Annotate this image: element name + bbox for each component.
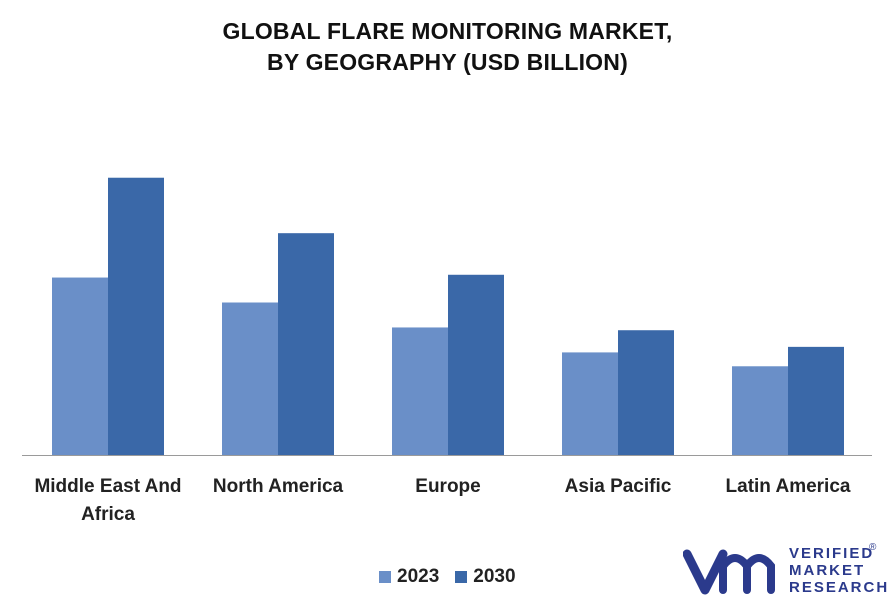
logo-line3: RESEARCH — [789, 579, 890, 596]
category-label-middle-east-and-africa: Middle East And Africa — [34, 476, 181, 525]
bar-2030-europe — [448, 274, 504, 455]
legend: 2023 2030 — [379, 566, 516, 588]
bar-2023-north-america — [222, 302, 278, 455]
category-label-latin-america: Latin America — [726, 476, 851, 497]
legend-label-2030: 2030 — [473, 566, 516, 587]
chart-title-line2: BY GEOGRAPHY (USD BILLION) — [267, 49, 628, 75]
vmr-logo: VERIFIED MARKET RESEARCH ® — [682, 542, 887, 598]
logo-line1: VERIFIED — [789, 545, 875, 562]
chart-title-line1: GLOBAL FLARE MONITORING MARKET, — [222, 18, 673, 44]
bar-2030-latin-america — [788, 346, 844, 455]
vmr-logo-text: VERIFIED MARKET RESEARCH — [789, 546, 889, 595]
bars-group — [52, 177, 844, 455]
registered-mark: ® — [869, 542, 877, 553]
legend-swatch-2023 — [379, 571, 391, 583]
vmr-logo-icon — [682, 549, 775, 595]
logo-line2: MARKET — [789, 562, 866, 579]
bar-2023-middle-east-and-africa — [52, 277, 108, 455]
bar-2023-asia-pacific — [562, 352, 618, 455]
bar-2030-north-america — [278, 233, 334, 455]
legend-label-2023: 2023 — [397, 566, 440, 587]
bar-2023-europe — [392, 327, 448, 455]
category-label-north-america: North America — [213, 476, 344, 497]
bar-2030-middle-east-and-africa — [108, 177, 164, 455]
legend-swatch-2030 — [455, 571, 468, 583]
legend-item-2023: 2023 — [379, 566, 439, 588]
chart-title: GLOBAL FLARE MONITORING MARKET, BY GEOGR… — [0, 16, 895, 78]
bar-2023-latin-america — [732, 366, 788, 455]
category-label-asia-pacific: Asia Pacific — [565, 476, 672, 497]
category-label-europe: Europe — [415, 476, 480, 497]
category-labels: Middle East And Africa North America Europe… — [34, 476, 850, 525]
bar-2030-asia-pacific — [618, 330, 674, 455]
legend-item-2030: 2030 — [455, 566, 516, 588]
